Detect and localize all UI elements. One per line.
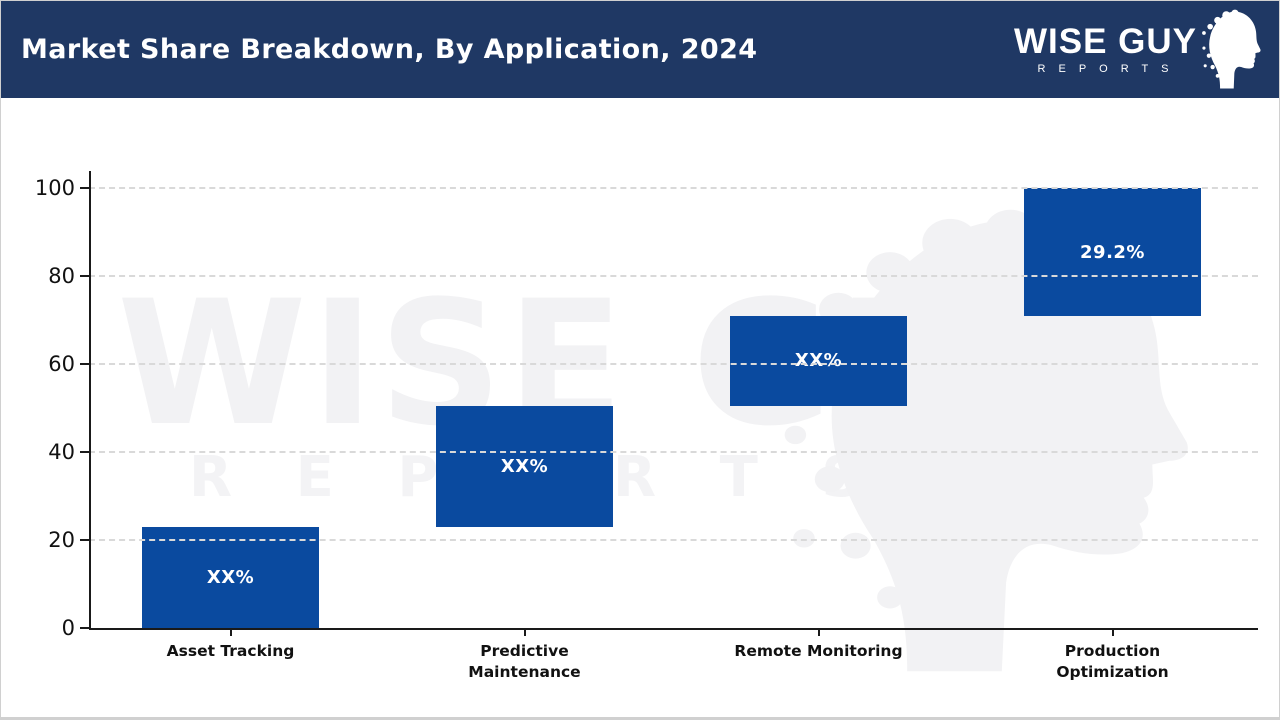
wiseguy-face-watermark — [782, 209, 1188, 672]
x-axis-label: Production Optimization — [1056, 642, 1169, 681]
bar-value-label: 29.2% — [1080, 241, 1145, 263]
logo-name: WISE GUY — [1013, 22, 1197, 61]
y-axis-label: 60 — [48, 352, 75, 376]
bar-segment: XX% — [436, 405, 613, 527]
x-axis-label: Asset Tracking — [166, 642, 295, 660]
gridline — [89, 275, 1258, 277]
chart-area: WISE GUY R E P O R T S XX%XX%XX%29.2%020… — [1, 98, 1279, 717]
x-tick-mark — [1111, 628, 1114, 636]
gridline — [89, 451, 1258, 453]
bar-segment: XX% — [142, 526, 319, 628]
x-tick-mark — [817, 628, 820, 636]
wiseguy-face-icon — [1202, 9, 1261, 88]
header: Market Share Breakdown, By Application, … — [1, 1, 1279, 98]
y-tick-mark — [80, 539, 89, 541]
x-axis-label: Remote Monitoring — [734, 642, 903, 660]
x-axis-label: Predictive Maintenance — [468, 642, 581, 681]
bar-value-label: XX% — [794, 350, 843, 372]
x-tick-mark — [523, 628, 526, 636]
gridline — [89, 187, 1258, 189]
x-axis-line — [89, 628, 1258, 630]
y-tick-mark — [80, 363, 89, 365]
bar-value-label: XX% — [500, 455, 549, 477]
y-tick-mark — [80, 627, 89, 629]
y-axis-label: 20 — [48, 528, 75, 552]
gridline — [89, 539, 1258, 541]
bar-segment: 29.2% — [1024, 188, 1201, 317]
logo-text: WISE GUY R E P O R T S — [1014, 24, 1197, 75]
plot-area: XX% XX% XX% 29.2% 0 20 40 60 80 100 Asset Tracking… — [1, 98, 1279, 717]
page-title: Market Share Breakdown, By Application, … — [21, 34, 758, 65]
bar-value-label: XX% — [206, 566, 255, 588]
y-tick-mark — [80, 275, 89, 277]
y-axis-label: 40 — [48, 440, 75, 464]
y-tick-mark — [80, 451, 89, 453]
y-tick-mark — [80, 187, 89, 189]
y-axis-line — [89, 171, 91, 630]
logo-sub: R E P O R T S — [1037, 63, 1174, 75]
x-tick-mark — [229, 628, 232, 636]
y-axis-label: 80 — [48, 264, 75, 288]
y-axis-label: 0 — [61, 616, 75, 640]
gridline — [89, 363, 1258, 365]
bar-segment: XX% — [730, 315, 907, 406]
wiseguy-logo: WISE GUY R E P O R T S — [1014, 9, 1261, 91]
y-axis-label: 100 — [34, 176, 75, 200]
